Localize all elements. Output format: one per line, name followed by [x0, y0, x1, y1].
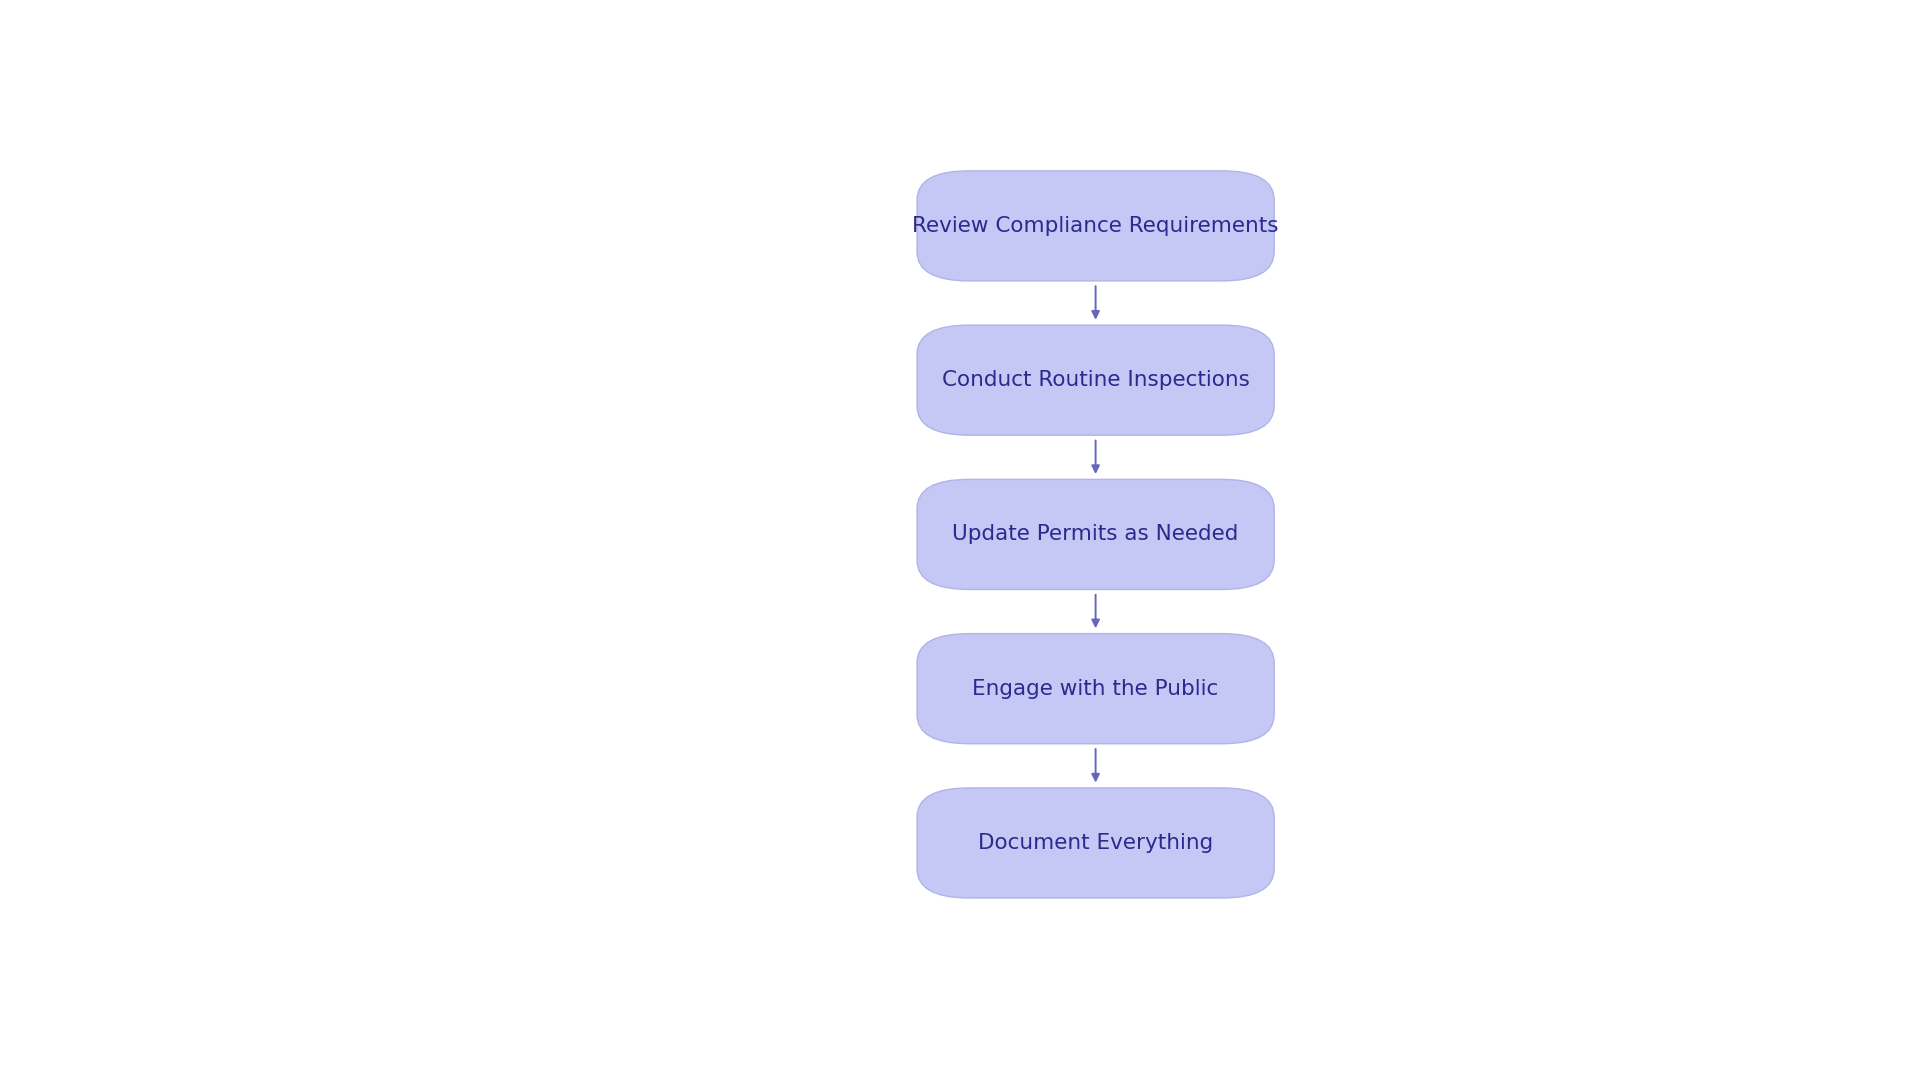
Text: Document Everything: Document Everything [977, 833, 1213, 853]
FancyBboxPatch shape [918, 788, 1275, 898]
Text: Update Permits as Needed: Update Permits as Needed [952, 524, 1238, 545]
FancyBboxPatch shape [918, 480, 1275, 589]
Text: Engage with the Public: Engage with the Public [972, 679, 1219, 699]
FancyBboxPatch shape [918, 171, 1275, 280]
Text: Review Compliance Requirements: Review Compliance Requirements [912, 216, 1279, 236]
FancyBboxPatch shape [918, 325, 1275, 435]
Text: Conduct Routine Inspections: Conduct Routine Inspections [941, 370, 1250, 390]
FancyBboxPatch shape [918, 634, 1275, 744]
